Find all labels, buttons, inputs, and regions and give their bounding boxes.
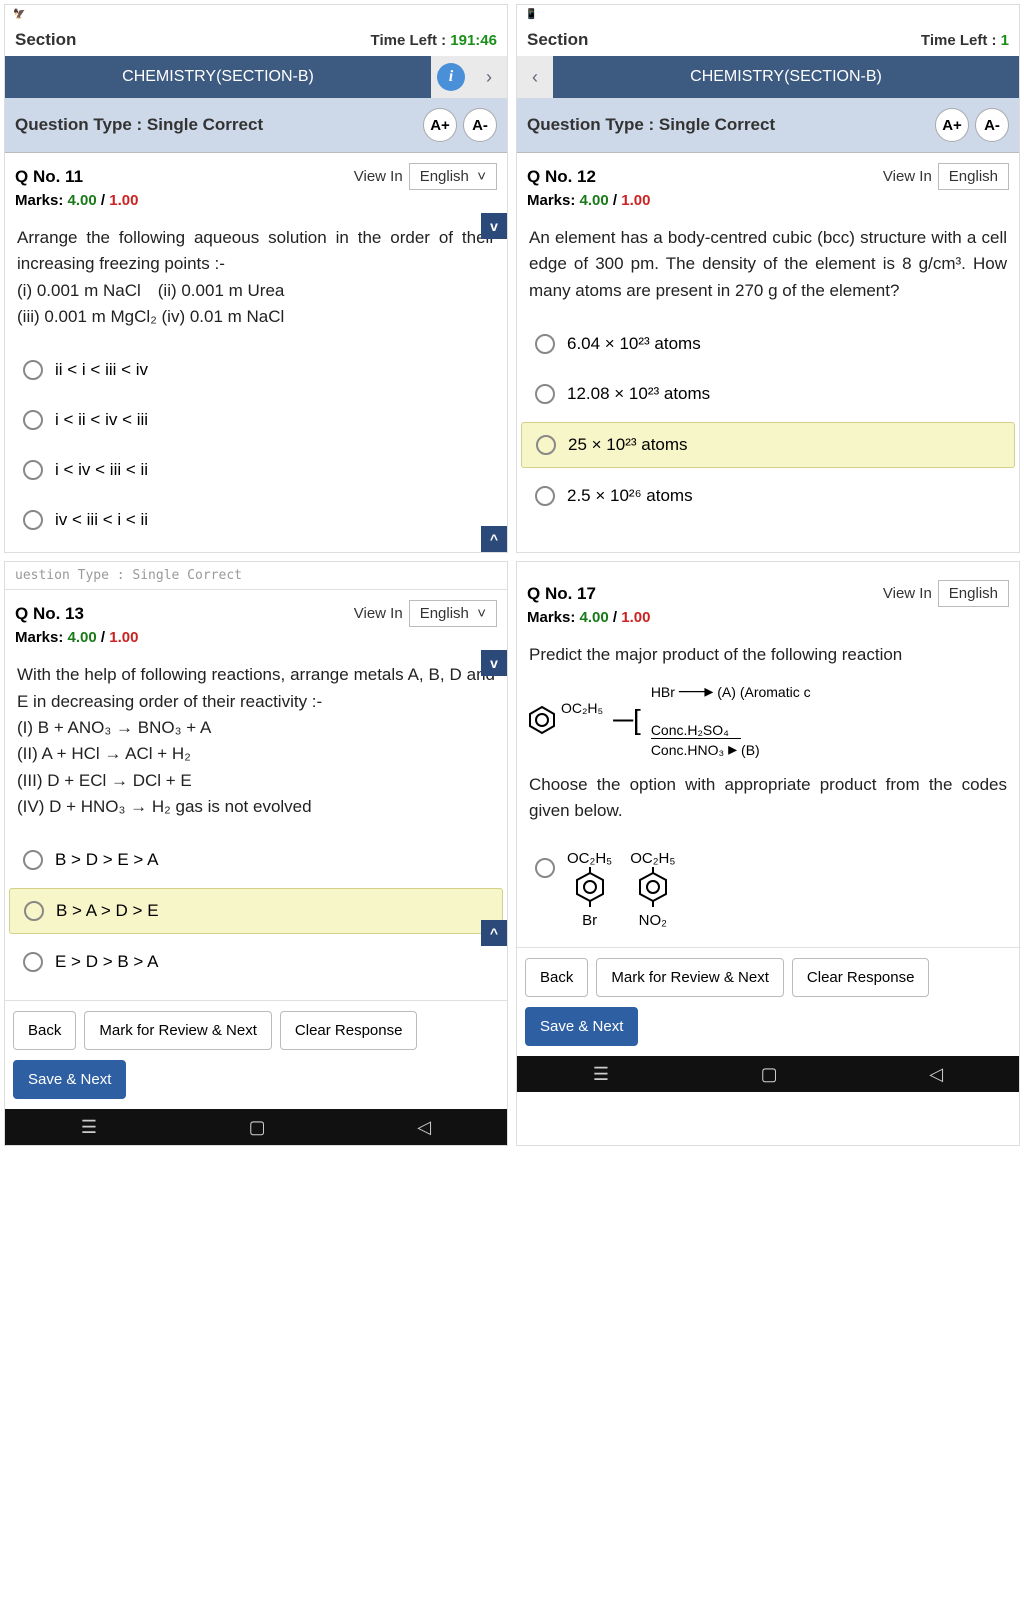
question-text: Arrange the following aqueous solution i… [5, 217, 507, 338]
option-a[interactable]: OC₂H₅ Br OC₂H₅ NO₂ [521, 838, 1015, 941]
question-text: With the help of following reactions, ar… [5, 654, 507, 828]
marks-row: Marks: 4.00 / 1.00 [5, 629, 507, 654]
question-number: Q No. 12 [527, 167, 596, 187]
language-select[interactable]: English ˅ [409, 163, 497, 190]
info-icon[interactable]: i [437, 63, 465, 91]
panel-q12: 📱 Section Time Left : 1 ‹ CHEMISTRY(SECT… [516, 4, 1020, 553]
option-b[interactable]: i < ii < iv < iii [9, 398, 503, 442]
benzene-icon [527, 705, 557, 735]
radio-icon [535, 334, 555, 354]
save-next-button[interactable]: Save & Next [525, 1007, 638, 1046]
section-tab[interactable]: CHEMISTRY(SECTION-B) [553, 56, 1019, 98]
language-select[interactable]: English [938, 163, 1009, 190]
home-icon[interactable]: ▢ [249, 1117, 266, 1138]
radio-icon [23, 410, 43, 430]
radio-icon [536, 435, 556, 455]
radio-icon [535, 858, 555, 878]
fragment-header: uestion Type : Single Correct [5, 562, 507, 590]
question-number: Q No. 11 [15, 167, 83, 187]
question-text: An element has a body-centred cubic (bcc… [517, 217, 1019, 312]
mark-review-button[interactable]: Mark for Review & Next [596, 958, 784, 997]
radio-icon [24, 901, 44, 921]
radio-icon [23, 460, 43, 480]
home-icon[interactable]: ▢ [761, 1064, 778, 1085]
chevron-right-icon[interactable]: › [471, 56, 507, 98]
view-in-label: View In [354, 168, 403, 185]
option-a[interactable]: ii < i < iii < iv [9, 348, 503, 392]
radio-icon [23, 510, 43, 530]
clear-response-button[interactable]: Clear Response [792, 958, 930, 997]
font-increase-button[interactable]: A+ [935, 108, 969, 142]
option-b[interactable]: 12.08 × 10²³ atoms [521, 372, 1015, 416]
radio-icon [23, 850, 43, 870]
time-left: Time Left : 1 [921, 32, 1009, 49]
question-text: Predict the major product of the followi… [517, 634, 1019, 676]
radio-icon [535, 486, 555, 506]
view-in-label: View In [354, 605, 403, 622]
option-a[interactable]: B > D > E > A [9, 838, 503, 882]
view-in-label: View In [883, 585, 932, 602]
question-number: Q No. 13 [15, 604, 84, 624]
option-b[interactable]: B > A > D > E [9, 888, 503, 934]
app-logo: 📱 [517, 5, 1019, 24]
section-label: Section [527, 30, 588, 50]
question-type-label: Question Type : Single Correct [527, 115, 775, 135]
time-left: Time Left : 191:46 [371, 32, 497, 49]
option-d[interactable]: 2.5 × 10²⁶ atoms [521, 474, 1015, 518]
option-c[interactable]: E > D > B > A [9, 940, 503, 984]
back-icon[interactable]: ◁ [417, 1117, 431, 1138]
option-c[interactable]: 25 × 10²³ atoms [521, 422, 1015, 468]
scroll-up-icon[interactable]: ^ [481, 526, 507, 552]
scroll-down-icon[interactable]: v [481, 213, 507, 239]
font-decrease-button[interactable]: A- [975, 108, 1009, 142]
question-number: Q No. 17 [527, 584, 596, 604]
radio-icon [535, 384, 555, 404]
option-d[interactable]: iv < iii < i < ii [9, 498, 503, 542]
mark-review-button[interactable]: Mark for Review & Next [84, 1011, 272, 1050]
marks-row: Marks: 4.00 / 1.00 [5, 192, 507, 217]
view-in-label: View In [883, 168, 932, 185]
font-increase-button[interactable]: A+ [423, 108, 457, 142]
android-nav-bar: ☰ ▢ ◁ [517, 1056, 1019, 1092]
language-select[interactable]: English [938, 580, 1009, 607]
chevron-left-icon[interactable]: ‹ [517, 56, 553, 98]
marks-row: Marks: 4.00 / 1.00 [517, 609, 1019, 634]
radio-icon [23, 952, 43, 972]
option-c[interactable]: i < iv < iii < ii [9, 448, 503, 492]
back-button[interactable]: Back [13, 1011, 76, 1050]
android-nav-bar: ☰ ▢ ◁ [5, 1109, 507, 1145]
question-text-2: Choose the option with appropriate produ… [517, 764, 1019, 833]
app-logo: 🦅 [5, 5, 507, 24]
radio-icon [23, 360, 43, 380]
clear-response-button[interactable]: Clear Response [280, 1011, 418, 1050]
language-select[interactable]: English ˅ [409, 600, 497, 627]
option-a[interactable]: 6.04 × 10²³ atoms [521, 322, 1015, 366]
back-button[interactable]: Back [525, 958, 588, 997]
back-icon[interactable]: ◁ [929, 1064, 943, 1085]
save-next-button[interactable]: Save & Next [13, 1060, 126, 1099]
scroll-up-icon[interactable]: ^ [481, 920, 507, 946]
panel-q13: uestion Type : Single Correct Q No. 13 V… [4, 561, 508, 1146]
font-decrease-button[interactable]: A- [463, 108, 497, 142]
panel-q17: Q No. 17 View In English Marks: 4.00 / 1… [516, 561, 1020, 1146]
section-label: Section [15, 30, 76, 50]
panel-q11: 🦅 Section Time Left : 191:46 CHEMISTRY(S… [4, 4, 508, 553]
recents-icon[interactable]: ☰ [593, 1064, 609, 1085]
reaction-scheme: OC₂H₅ ─[ HBr ──▸ (A) (Aromatic c Conc.H₂… [517, 677, 1019, 764]
scroll-down-icon[interactable]: v [481, 650, 507, 676]
marks-row: Marks: 4.00 / 1.00 [517, 192, 1019, 217]
recents-icon[interactable]: ☰ [81, 1117, 97, 1138]
question-type-label: Question Type : Single Correct [15, 115, 263, 135]
section-tab[interactable]: CHEMISTRY(SECTION-B) [5, 56, 431, 98]
